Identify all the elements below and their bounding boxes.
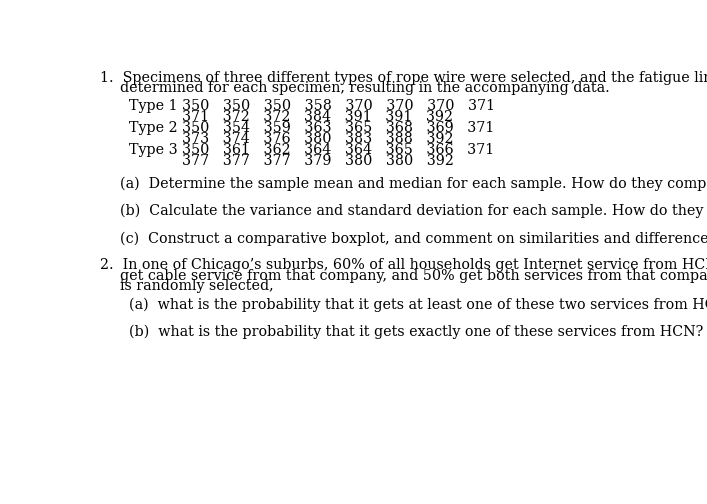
Text: (b)  Calculate the variance and standard deviation for each sample. How do they : (b) Calculate the variance and standard …: [119, 204, 707, 218]
Text: Type 2: Type 2: [129, 121, 178, 135]
Text: 350   354   359   363   365   368   369   371: 350 354 359 363 365 368 369 371: [182, 121, 494, 135]
Text: Type 3: Type 3: [129, 143, 178, 157]
Text: 350   350   350   358   370   370   370   371: 350 350 350 358 370 370 370 371: [182, 99, 495, 113]
Text: 373   374   376   380   383   388   392: 373 374 376 380 383 388 392: [182, 132, 453, 146]
Text: 350   361   362   364   364   365   366   371: 350 361 362 364 364 365 366 371: [182, 143, 493, 157]
Text: (a)  what is the probability that it gets at least one of these two services fro: (a) what is the probability that it gets…: [129, 297, 707, 311]
Text: 371   372   372   384   391   391   392: 371 372 372 384 391 391 392: [182, 110, 452, 124]
Text: 2.  In one of Chicago’s suburbs, 60% of all households get Internet service from: 2. In one of Chicago’s suburbs, 60% of a…: [100, 259, 707, 272]
Text: is randomly selected,: is randomly selected,: [119, 279, 273, 293]
Text: (a)  Determine the sample mean and median for each sample. How do they compare?: (a) Determine the sample mean and median…: [119, 177, 707, 192]
Text: 1.  Specimens of three different types of rope wire were selected, and the fatig: 1. Specimens of three different types of…: [100, 70, 707, 85]
Text: 377   377   377   379   380   380   392: 377 377 377 379 380 380 392: [182, 154, 453, 168]
Text: (b)  what is the probability that it gets exactly one of these services from HCN: (b) what is the probability that it gets…: [129, 325, 703, 339]
Text: get cable service from that company, and 50% get both services from that company: get cable service from that company, and…: [119, 269, 707, 283]
Text: determined for each specimen, resulting in the accompanying data.: determined for each specimen, resulting …: [119, 81, 609, 95]
Text: (c)  Construct a comparative boxplot, and comment on similarities and difference: (c) Construct a comparative boxplot, and…: [119, 231, 707, 245]
Text: Type 1: Type 1: [129, 99, 178, 113]
